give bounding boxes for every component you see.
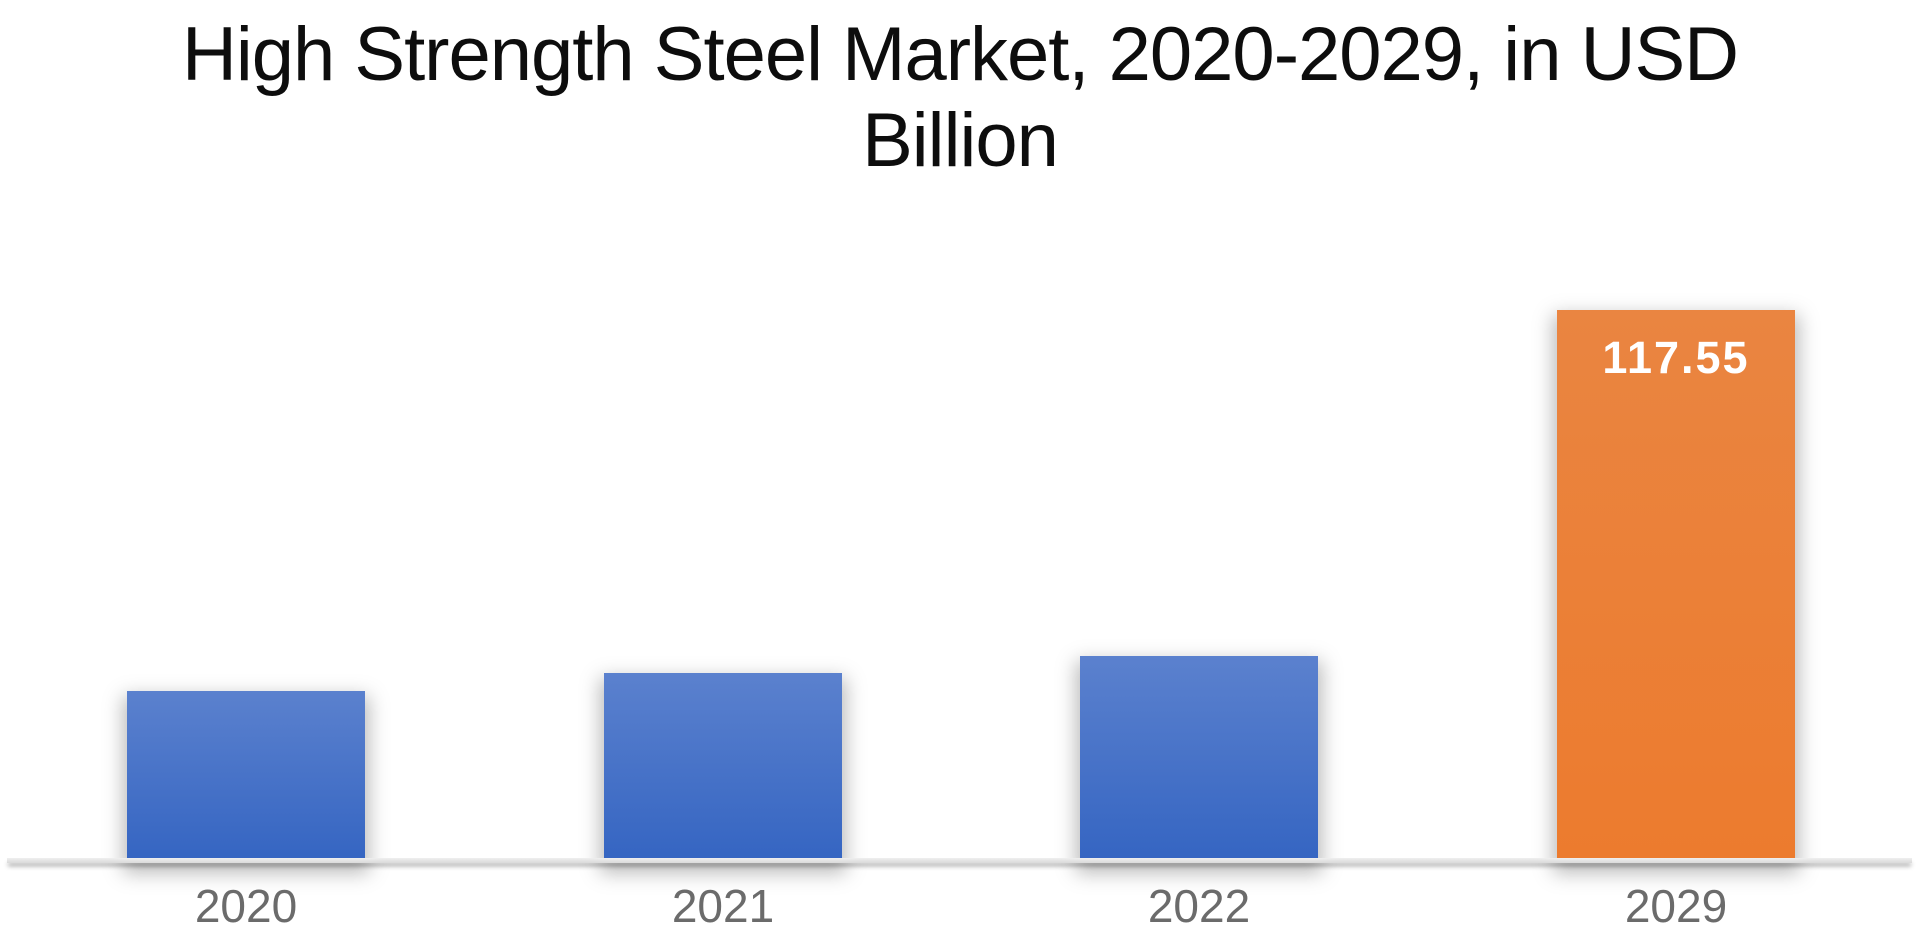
x-tick-label-2029: 2029	[1624, 880, 1728, 932]
bar-2021	[604, 673, 842, 860]
x-tick-label-2021: 2021	[671, 880, 775, 932]
bar-value-label-2029: 117.55	[1602, 332, 1750, 383]
chart-title: High Strength Steel Market, 2020-2029, i…	[0, 12, 1920, 184]
bar-2029: 117.55	[1557, 310, 1795, 860]
bar-2020	[127, 691, 365, 860]
x-tick-label-2020: 2020	[194, 880, 298, 932]
chart-title-line-1: High Strength Steel Market, 2020-2029, i…	[181, 12, 1739, 97]
chart-title-line-2: Billion	[862, 98, 1059, 183]
bar-2022	[1080, 656, 1318, 860]
x-axis-line	[7, 858, 1912, 863]
x-tick-label-2022: 2022	[1147, 880, 1251, 932]
